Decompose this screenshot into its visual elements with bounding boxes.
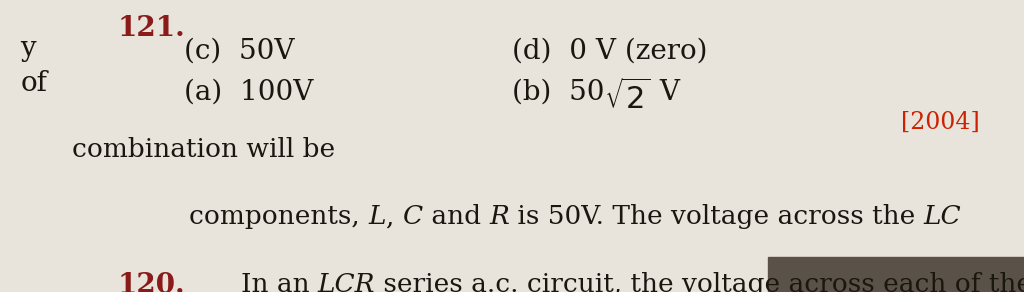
Text: of: of bbox=[20, 70, 47, 97]
Text: 120.: 120. bbox=[118, 272, 185, 292]
Text: is 50V. The voltage across the: is 50V. The voltage across the bbox=[509, 204, 924, 230]
Text: ,: , bbox=[386, 204, 402, 230]
Text: (c)  50V: (c) 50V bbox=[184, 38, 295, 65]
Text: (d)  0 V (zero): (d) 0 V (zero) bbox=[512, 38, 708, 65]
Text: In an: In an bbox=[241, 272, 317, 292]
Text: 121.: 121. bbox=[118, 15, 185, 41]
Bar bbox=[768, 257, 1024, 292]
Text: combination will be: combination will be bbox=[72, 137, 335, 162]
Text: [2004]: [2004] bbox=[901, 111, 980, 134]
Text: V: V bbox=[651, 79, 680, 106]
Text: components,: components, bbox=[189, 204, 369, 230]
Text: series a.c. circuit, the voltage across each of the: series a.c. circuit, the voltage across … bbox=[375, 272, 1024, 292]
Text: and: and bbox=[423, 204, 489, 230]
Text: y: y bbox=[20, 35, 36, 62]
Text: L: L bbox=[369, 204, 386, 230]
Text: C: C bbox=[402, 204, 423, 230]
Text: LC: LC bbox=[924, 204, 962, 230]
Text: R: R bbox=[489, 204, 509, 230]
Text: (b)  50: (b) 50 bbox=[512, 79, 604, 106]
Text: $\sqrt{2}$: $\sqrt{2}$ bbox=[604, 79, 651, 115]
Text: LCR: LCR bbox=[317, 272, 375, 292]
Text: (a)  100V: (a) 100V bbox=[184, 79, 313, 106]
